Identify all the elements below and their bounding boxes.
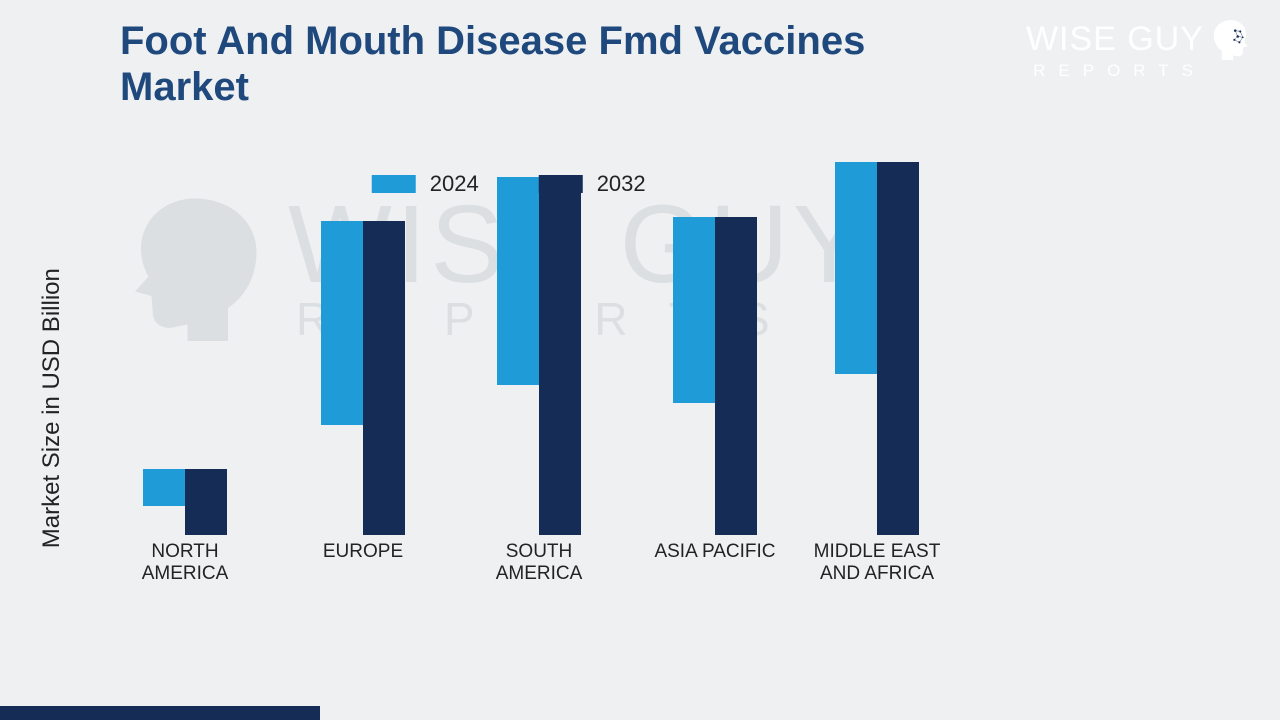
legend-swatch-2032 (539, 175, 583, 193)
plot-area: 0.5 (112, 155, 930, 535)
bar-group (120, 469, 250, 535)
bar (715, 217, 757, 535)
brand-head-icon (1210, 18, 1252, 60)
legend-item-2032: 2032 (539, 171, 646, 197)
bar-group (650, 217, 780, 535)
brand-logo: WISE GUY REPORTS (1026, 18, 1252, 79)
bar (185, 469, 227, 535)
bar (143, 469, 185, 506)
bar-group (474, 177, 604, 535)
legend: 2024 2032 (372, 171, 646, 197)
bar (321, 221, 363, 426)
bar (673, 217, 715, 403)
bar-group (298, 221, 428, 535)
brand-sub: REPORTS (1026, 62, 1252, 79)
bar-chart: Market Size in USD Billion 2024 2032 0.5… (60, 155, 930, 695)
bar (835, 162, 877, 374)
bottom-accent-bar (0, 706, 320, 720)
brand-name: WISE GUY (1026, 22, 1204, 56)
bar-group (812, 162, 942, 535)
bar (877, 162, 919, 535)
bar (497, 177, 539, 385)
category-label: EUROPE (298, 541, 428, 563)
legend-item-2024: 2024 (372, 171, 479, 197)
bar (363, 221, 405, 535)
category-label: MIDDLE EAST AND AFRICA (812, 541, 942, 585)
legend-swatch-2024 (372, 175, 416, 193)
category-label: SOUTH AMERICA (474, 541, 604, 585)
bar (539, 177, 581, 535)
legend-label-2024: 2024 (430, 171, 479, 197)
legend-label-2032: 2032 (597, 171, 646, 197)
y-axis-label: Market Size in USD Billion (38, 268, 66, 548)
chart-title: Foot And Mouth Disease Fmd Vaccines Mark… (120, 18, 940, 110)
category-label: ASIA PACIFIC (650, 541, 780, 563)
category-label: NORTH AMERICA (120, 541, 250, 585)
